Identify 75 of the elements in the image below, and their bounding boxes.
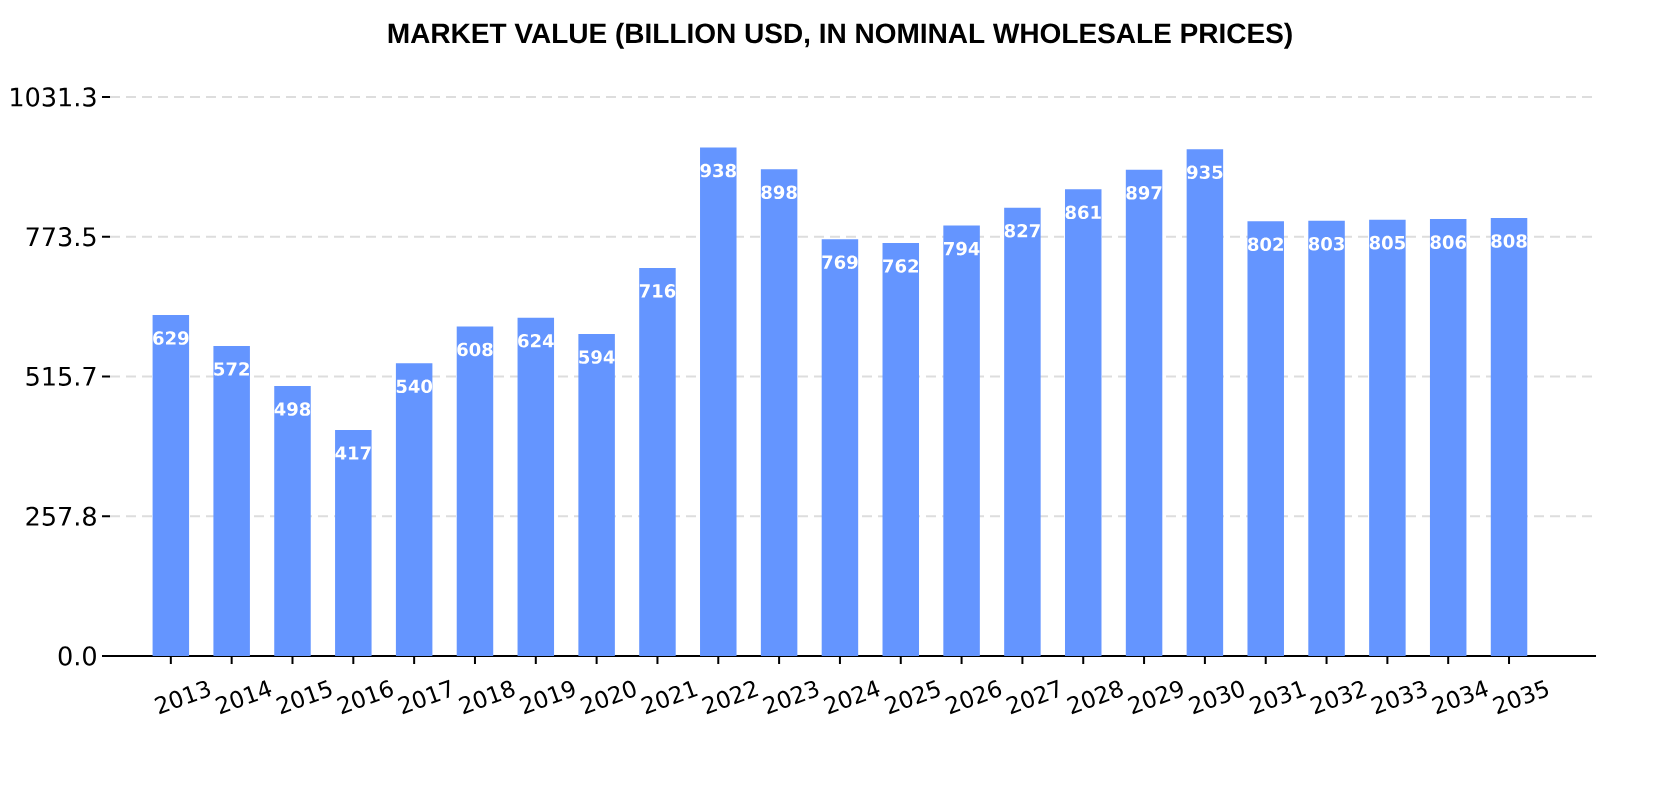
bar (1308, 220, 1345, 656)
x-tick-label: 2021 (641, 681, 698, 715)
x-tick-label: 2029 (1127, 680, 1183, 715)
x-tick-label: 2024 (823, 680, 880, 715)
bar (395, 363, 433, 656)
x-tick-label: 2017 (397, 679, 450, 715)
data-label: 935 (1187, 165, 1223, 179)
data-label: 806 (1430, 235, 1467, 249)
bar (1490, 218, 1528, 656)
data-label: 794 (943, 241, 980, 256)
data-label: 861 (1065, 205, 1101, 220)
bar (274, 386, 311, 656)
bar (1186, 149, 1224, 656)
data-label: 498 (274, 402, 311, 416)
data-label: 803 (1308, 236, 1344, 251)
bar (213, 345, 250, 656)
data-label: 897 (1126, 185, 1162, 200)
x-tick-label: 2035 (1492, 680, 1549, 715)
data-label: 898 (761, 185, 797, 200)
bar (882, 242, 920, 656)
data-label: 802 (1248, 237, 1283, 252)
x-tick-label: 2014 (215, 680, 272, 715)
y-tick-label: 257.8 (26, 506, 96, 526)
data-label: 594 (579, 350, 615, 364)
chart-title: MARKET VALUE (BILLION USD, IN NOMINAL WHOLESALE PRICES) (388, 22, 1292, 49)
x-tick-label: 2027 (1005, 679, 1058, 715)
x-tick-label: 2023 (762, 680, 819, 715)
bar (943, 225, 980, 656)
data-label: 805 (1369, 235, 1405, 250)
data-label: 769 (822, 255, 858, 269)
data-label: 938 (700, 163, 736, 178)
data-label: 716 (639, 284, 676, 298)
bar (1369, 219, 1406, 656)
bar (1064, 189, 1102, 656)
y-tick-label: 773.5 (26, 227, 96, 247)
x-tick-label: 2020 (580, 680, 636, 715)
x-tick-label: 2015 (276, 680, 332, 715)
x-tick-label: 2034 (1431, 680, 1488, 715)
bar (760, 169, 798, 656)
bar (456, 326, 494, 656)
x-tick-label: 2031 (1249, 681, 1307, 715)
bar (1004, 207, 1041, 656)
bar (1429, 219, 1467, 656)
data-label: 762 (883, 259, 919, 273)
data-label: 417 (335, 446, 371, 460)
x-tick-label: 2028 (1066, 680, 1123, 715)
data-label: 808 (1491, 234, 1527, 248)
bar (335, 429, 372, 656)
y-tick-label: 0.0 (58, 646, 96, 666)
bar (821, 239, 859, 656)
bar (639, 267, 676, 656)
y-tick-label: 515.7 (26, 366, 96, 386)
x-tick-label: 2018 (458, 680, 515, 715)
bar (578, 334, 615, 656)
data-label: 827 (1004, 223, 1040, 238)
x-tick-label: 2022 (701, 681, 759, 715)
data-label: 540 (396, 379, 433, 394)
x-tick-label: 2030 (1188, 680, 1244, 715)
x-tick-label: 2013 (154, 680, 211, 715)
x-tick-label: 2026 (945, 680, 1002, 715)
bar (700, 147, 737, 656)
x-tick-label: 2033 (1370, 680, 1427, 715)
bar (1247, 221, 1284, 656)
data-label: 629 (153, 331, 189, 345)
data-label: 608 (457, 342, 493, 357)
x-tick-label: 2032 (1310, 681, 1367, 715)
bar (517, 317, 555, 656)
y-tick-label: 1031.3 (11, 87, 96, 107)
bar (1125, 169, 1163, 656)
x-tick-label: 2025 (884, 680, 940, 715)
bar (152, 315, 190, 656)
x-tick-label: 2016 (336, 680, 393, 715)
data-label: 572 (214, 362, 249, 376)
data-label: 624 (518, 333, 554, 348)
x-tick-label: 2019 (519, 680, 575, 715)
